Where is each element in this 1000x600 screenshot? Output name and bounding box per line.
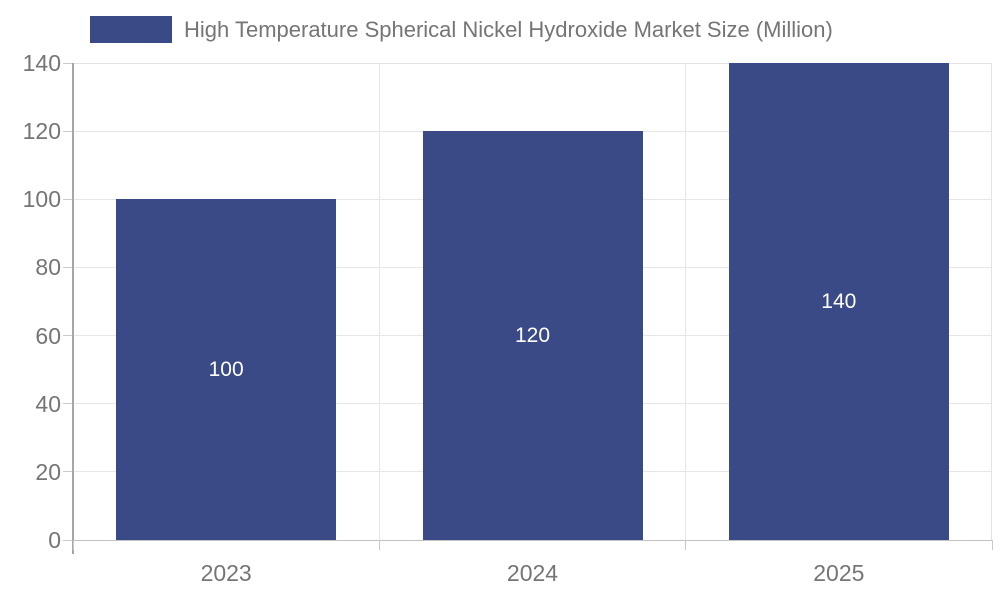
x-tick-label: 2023 [200,560,252,586]
y-tick-label: 120 [22,118,61,145]
x-tick-label: 2024 [506,560,559,586]
x-tick [378,540,380,550]
bar-2023: 100 [116,199,337,540]
y-tick [63,539,73,541]
gridline-v [378,63,380,540]
bar-value-label: 120 [514,323,551,347]
y-tick-label: 100 [22,186,61,213]
x-tick-label: 2025 [813,560,865,586]
y-tick-label: 0 [48,527,61,553]
plot-border-right [991,63,992,540]
bar-value-label: 140 [821,289,857,313]
y-tick [63,471,73,473]
legend-label: High Temperature Spherical Nickel Hydrox… [184,17,833,42]
x-tick [72,540,74,550]
y-tick-label: 140 [22,50,61,76]
x-tick [685,540,687,550]
y-tick [63,266,73,268]
y-tick [63,403,73,405]
legend-swatch [90,16,172,43]
gridline-v [685,63,687,540]
plot-area: 0 20 40 60 80 100 120 140 100 2023 120 2024 140 2025 [23,50,993,586]
y-tick-label: 60 [35,322,61,349]
y-tick [63,130,73,132]
x-tick [991,540,993,550]
bar-2024: 120 [422,131,643,540]
chart-legend: High Temperature Spherical Nickel Hydrox… [90,16,833,43]
bar-value-label: 100 [208,357,244,381]
y-tick-label: 20 [35,458,61,485]
y-tick [63,335,73,337]
y-tick-label: 40 [35,390,61,417]
y-tick [63,62,73,64]
y-tick-label: 80 [35,254,61,281]
bar-2025: 140 [728,63,949,540]
gridline-h [73,63,992,64]
y-tick [63,198,73,200]
x-axis-line [73,540,992,541]
y-axis-line [72,63,74,554]
